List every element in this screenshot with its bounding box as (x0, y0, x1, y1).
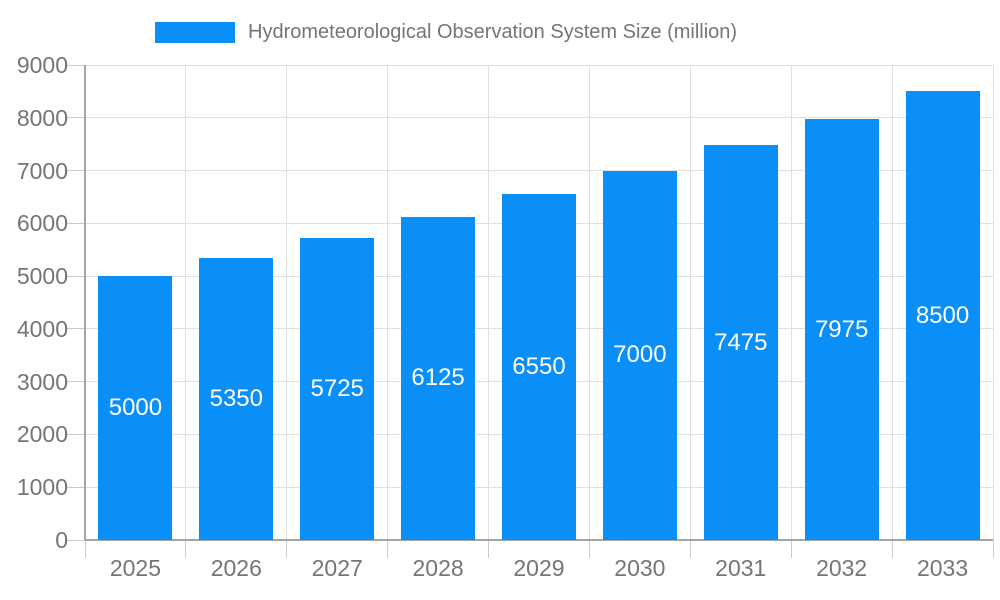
x-axis-tick (185, 540, 187, 558)
gridline-horizontal (85, 170, 993, 172)
x-axis-tick (488, 540, 490, 558)
y-axis-tick (67, 117, 85, 119)
y-axis-label: 3000 (16, 368, 68, 395)
gridline-vertical (992, 65, 994, 540)
y-axis-line (84, 65, 86, 540)
y-axis-label: 7000 (16, 157, 68, 184)
y-axis-label: 2000 (16, 421, 68, 448)
bar[interactable] (199, 257, 274, 540)
legend-label: Hydrometeorological Observation System S… (248, 21, 738, 43)
y-axis-tick (67, 64, 85, 66)
y-axis-label: 4000 (16, 315, 68, 342)
gridline-vertical (790, 65, 792, 540)
y-axis-tick (67, 222, 85, 224)
y-axis-tick (67, 328, 85, 330)
y-axis-tick (67, 433, 85, 435)
x-axis-tick (992, 540, 994, 558)
gridline-horizontal (85, 117, 993, 119)
x-axis-tick (286, 540, 288, 558)
bar[interactable] (703, 145, 778, 540)
y-axis-label: 8000 (16, 104, 68, 131)
y-axis-label: 5000 (16, 263, 68, 290)
x-axis-label: 2033 (916, 555, 969, 581)
x-axis-line (85, 539, 993, 541)
bar-value-label: 6125 (411, 364, 465, 392)
bar[interactable] (300, 237, 375, 540)
gridline-vertical (689, 65, 691, 540)
legend-swatch-icon (155, 22, 235, 43)
gridline-vertical (185, 65, 187, 540)
x-axis-label: 2030 (614, 555, 666, 581)
bar[interactable] (401, 216, 476, 540)
bar-value-label: 5000 (108, 394, 163, 422)
gridline-vertical (488, 65, 490, 540)
gridline-vertical (286, 65, 288, 540)
bar[interactable] (905, 91, 980, 540)
gridline-vertical (387, 65, 389, 540)
y-axis-label: 1000 (16, 474, 68, 501)
y-axis-label: 9000 (16, 52, 68, 78)
y-axis-tick (67, 275, 85, 277)
x-axis-tick (84, 540, 86, 558)
gridline-vertical (588, 65, 590, 540)
x-axis-label: 2031 (715, 555, 767, 581)
y-axis-label: 0 (55, 527, 68, 553)
bar-value-label: 7475 (714, 328, 768, 356)
bar[interactable] (804, 119, 879, 540)
y-axis-tick (67, 381, 85, 383)
y-axis-tick (67, 170, 85, 172)
y-axis-label: 6000 (16, 210, 68, 237)
x-axis-tick (689, 540, 691, 558)
x-axis-tick (891, 540, 893, 558)
x-axis-tick (387, 540, 389, 558)
bar-value-label: 5350 (209, 384, 263, 412)
bar-value-label: 7000 (613, 341, 667, 369)
gridline-vertical (891, 65, 893, 540)
gridline-horizontal (85, 64, 993, 66)
x-axis-label: 2029 (513, 555, 565, 581)
bar-value-label: 7975 (814, 315, 869, 343)
bar[interactable] (98, 276, 173, 540)
x-axis-label: 2028 (412, 555, 464, 581)
legend[interactable]: Hydrometeorological Observation System S… (155, 21, 737, 44)
y-axis-tick (67, 539, 85, 541)
x-axis-tick (790, 540, 792, 558)
x-axis-label: 2027 (311, 555, 363, 581)
bar-value-label: 5725 (310, 374, 364, 402)
bar-value-label: 8500 (915, 301, 970, 329)
bar-value-label: 6550 (512, 353, 566, 381)
bar[interactable] (502, 194, 576, 540)
x-axis-tick (588, 540, 590, 558)
x-axis-label: 2032 (816, 555, 868, 581)
bar[interactable] (602, 170, 677, 540)
y-axis-tick (67, 486, 85, 488)
x-axis-label: 2025 (109, 555, 162, 581)
x-axis-label: 2026 (210, 555, 262, 581)
